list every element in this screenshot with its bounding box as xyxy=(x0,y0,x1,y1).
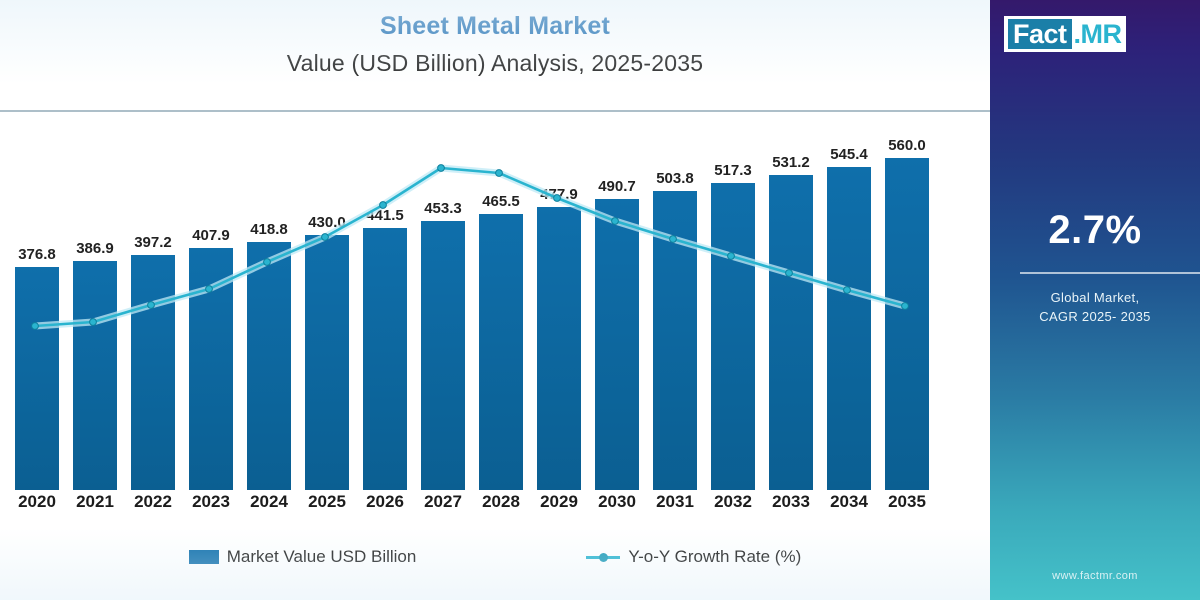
x-axis-tick-label: 2027 xyxy=(424,492,462,511)
x-axis-tick-label: 2028 xyxy=(482,492,520,511)
bar-value-label: 545.4 xyxy=(830,145,868,163)
chart-title-block: Sheet Metal Market Value (USD Billion) A… xyxy=(0,0,990,110)
x-axis-tick-label: 2029 xyxy=(540,492,578,511)
chart-legend: Market Value USD Billion Y-o-Y Growth Ra… xyxy=(0,540,990,574)
bar-value-label: 517.3 xyxy=(714,162,752,180)
bar-value-label: 503.8 xyxy=(656,170,694,188)
bar-value-label: 397.2 xyxy=(134,233,172,251)
bar-rect xyxy=(537,206,581,490)
x-axis-tick-label: 2020 xyxy=(18,492,56,511)
x-axis-tick-label: 2022 xyxy=(134,492,172,511)
bar-rect xyxy=(15,266,59,490)
bar-rect xyxy=(305,235,349,490)
bar-rect xyxy=(827,166,871,490)
bar-value-label: 531.2 xyxy=(772,154,810,172)
bar-rect xyxy=(711,183,755,490)
x-axis-tick-label: 2025 xyxy=(308,492,346,511)
x-axis-tick-label: 2034 xyxy=(830,492,868,511)
cagr-divider xyxy=(1020,272,1200,274)
bar-rect xyxy=(479,214,523,490)
title-divider xyxy=(0,110,990,112)
bar-rect xyxy=(73,260,117,490)
bar-rect xyxy=(131,254,175,490)
chart-panel: Sheet Metal Market Value (USD Billion) A… xyxy=(0,0,990,600)
page-title: Sheet Metal Market xyxy=(379,12,611,40)
cagr-value: 2.7% xyxy=(1048,208,1142,252)
x-axis-tick-label: 2026 xyxy=(366,492,404,511)
site-url: www.factmr.com xyxy=(1052,570,1138,582)
bars-layer: 376.8 386.9 397.2 407.9 418.8 430.0 441.5 453.3… xyxy=(0,118,990,490)
legend-line-label: Y-o-Y Growth Rate (%) xyxy=(628,547,802,566)
logo-mr-text: .MR xyxy=(1073,19,1123,49)
bar-value-label: 407.9 xyxy=(192,227,230,245)
bar-value-label: 477.9 xyxy=(540,185,578,203)
cagr-caption: Global Market, CAGR 2025- 2035 xyxy=(1039,290,1151,324)
x-axis-tick-label: 2035 xyxy=(888,492,926,511)
bar-rect xyxy=(653,191,697,490)
x-axis-tick-label: 2032 xyxy=(714,492,752,511)
bar-value-label: 465.5 xyxy=(482,193,520,211)
brand-sidebar: Fact .MR 2.7% Global Market, CAGR 2025- 2… xyxy=(990,0,1200,600)
x-axis-tick-label: 2021 xyxy=(76,492,114,511)
legend-item-market-value: Market Value USD Billion xyxy=(188,547,417,567)
x-axis-tick-label: 2030 xyxy=(598,492,636,511)
logo-fact-text: Fact xyxy=(1008,19,1072,49)
x-axis-tick-label: 2031 xyxy=(656,492,694,511)
bar-value-label: 490.7 xyxy=(598,178,636,196)
bar-value-label: 386.9 xyxy=(76,239,114,257)
x-axis-tick-label: 2033 xyxy=(772,492,810,511)
legend-item-growth-rate: Y-o-Y Growth Rate (%) xyxy=(586,547,801,567)
bar-value-label: 453.3 xyxy=(424,200,462,218)
chart-subtitle: Value (USD Billion) Analysis, 2025-2035 xyxy=(286,50,704,76)
bar-value-label: 441.5 xyxy=(366,207,404,225)
bar-value-label: 376.8 xyxy=(18,245,56,263)
plot-area: 376.8 386.9 397.2 407.9 418.8 430.0 441.5 453.3… xyxy=(0,118,990,490)
bar-value-label: 418.8 xyxy=(250,220,288,238)
legend-bar-label: Market Value USD Billion xyxy=(226,547,417,566)
bar-value-label: 560.0 xyxy=(888,137,926,154)
bar-rect xyxy=(421,221,465,490)
bar-rect xyxy=(189,248,233,490)
bar-value-label: 430.0 xyxy=(308,214,346,232)
x-axis-tick-label: 2024 xyxy=(250,492,288,511)
bar-rect xyxy=(247,241,291,490)
x-axis-tick-label: 2023 xyxy=(192,492,230,511)
bar-rect xyxy=(363,228,407,490)
factmr-logo: Fact .MR xyxy=(1004,16,1126,52)
x-axis-labels: 2020 2021 2022 2023 2024 2025 2026 2027 2028 2029… xyxy=(0,492,990,522)
legend-bar-swatch-icon xyxy=(188,550,219,564)
bar-rect xyxy=(595,199,639,490)
bar-rect xyxy=(769,175,813,490)
legend-line-swatch-icon xyxy=(586,550,621,564)
bar-rect xyxy=(885,158,929,490)
